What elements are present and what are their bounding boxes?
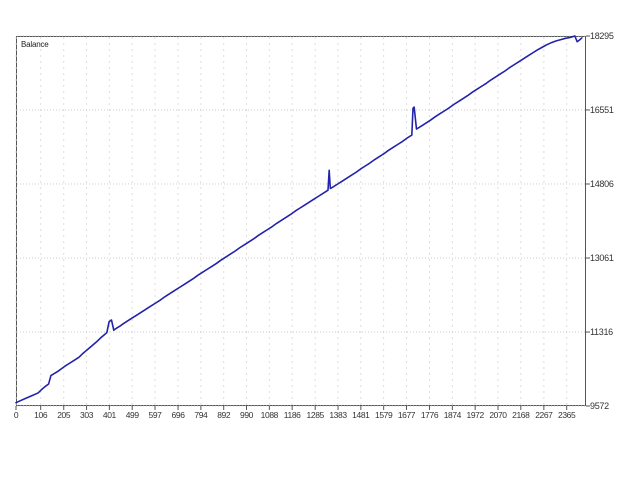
x-axis-tick-label: 303 — [80, 410, 94, 420]
y-axis-tick-label: 11316 — [590, 327, 613, 338]
series-legend-label: Balance — [21, 40, 49, 49]
x-axis-tick-label: 1285 — [306, 410, 325, 420]
x-axis-tick-label: 1383 — [329, 410, 347, 420]
x-axis-tick-label: 106 — [34, 410, 48, 420]
x-axis-tick-label: 1579 — [375, 410, 393, 420]
plot-area — [16, 36, 586, 406]
x-axis-tick-label: 1088 — [260, 410, 279, 420]
x-axis-tick-label: 696 — [171, 410, 185, 420]
x-axis-tick-label: 892 — [217, 410, 231, 420]
x-axis-tick-label: 1481 — [352, 410, 370, 420]
x-axis-tick-label: 1677 — [397, 410, 416, 420]
y-axis-tick-label: 9572 — [590, 401, 609, 411]
x-axis-tick-label: 401 — [102, 410, 116, 420]
x-axis-tick-label: 990 — [240, 410, 253, 420]
x-axis-tick-label: 1186 — [283, 410, 301, 420]
x-axis-tick-label: 1874 — [443, 410, 462, 420]
x-axis-tick-label: 1972 — [466, 410, 485, 420]
y-axis-tick-label: 16551 — [590, 104, 614, 115]
x-axis-tick-label: 2070 — [489, 410, 507, 420]
x-axis-labels: 0 106 205 303 401 499 597 696 794 892 990 1088 1186 1… — [0, 410, 640, 430]
y-axis-tick-label: 18295 — [590, 31, 614, 41]
y-axis-tick-label: 13061 — [590, 253, 614, 263]
x-axis-tick-label: 0 — [13, 410, 19, 420]
x-axis-tick-label: 499 — [125, 410, 139, 420]
x-axis-tick-label: 2168 — [512, 410, 530, 420]
x-axis-tick-label: 1776 — [420, 410, 439, 420]
x-axis-tick-label: 205 — [57, 410, 71, 420]
x-axis-tick-label: 597 — [148, 410, 162, 420]
x-axis-tick-label: 2267 — [535, 410, 553, 420]
y-axis-tick-label: 14806 — [590, 178, 614, 189]
y-axis-labels: 18295 16551 14806 13061 11316 9572 — [590, 31, 640, 411]
x-axis-tick-label: 2365 — [558, 410, 576, 420]
x-axis-tick-label: 794 — [194, 410, 208, 420]
